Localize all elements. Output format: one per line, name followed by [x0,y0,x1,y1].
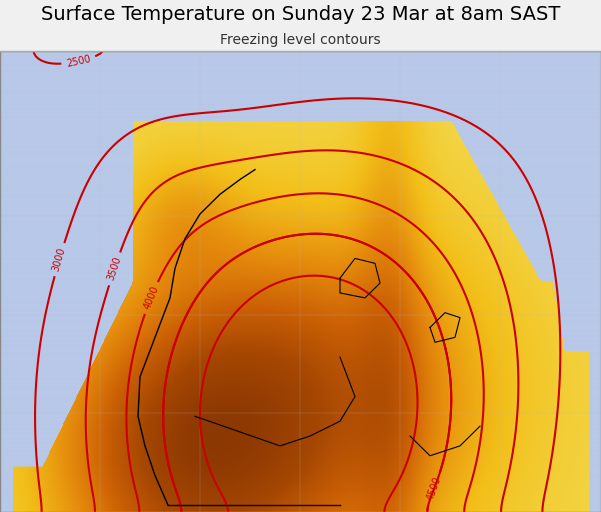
Text: Surface Temperature on Sunday 23 Mar at 8am SAST: Surface Temperature on Sunday 23 Mar at … [41,5,560,24]
Text: 4000: 4000 [142,285,160,311]
Text: 3000: 3000 [51,246,67,273]
Text: 2500: 2500 [66,54,92,69]
Text: Freezing level contours: Freezing level contours [220,33,381,47]
Text: 3500: 3500 [106,255,123,282]
Text: 4500: 4500 [425,476,443,502]
